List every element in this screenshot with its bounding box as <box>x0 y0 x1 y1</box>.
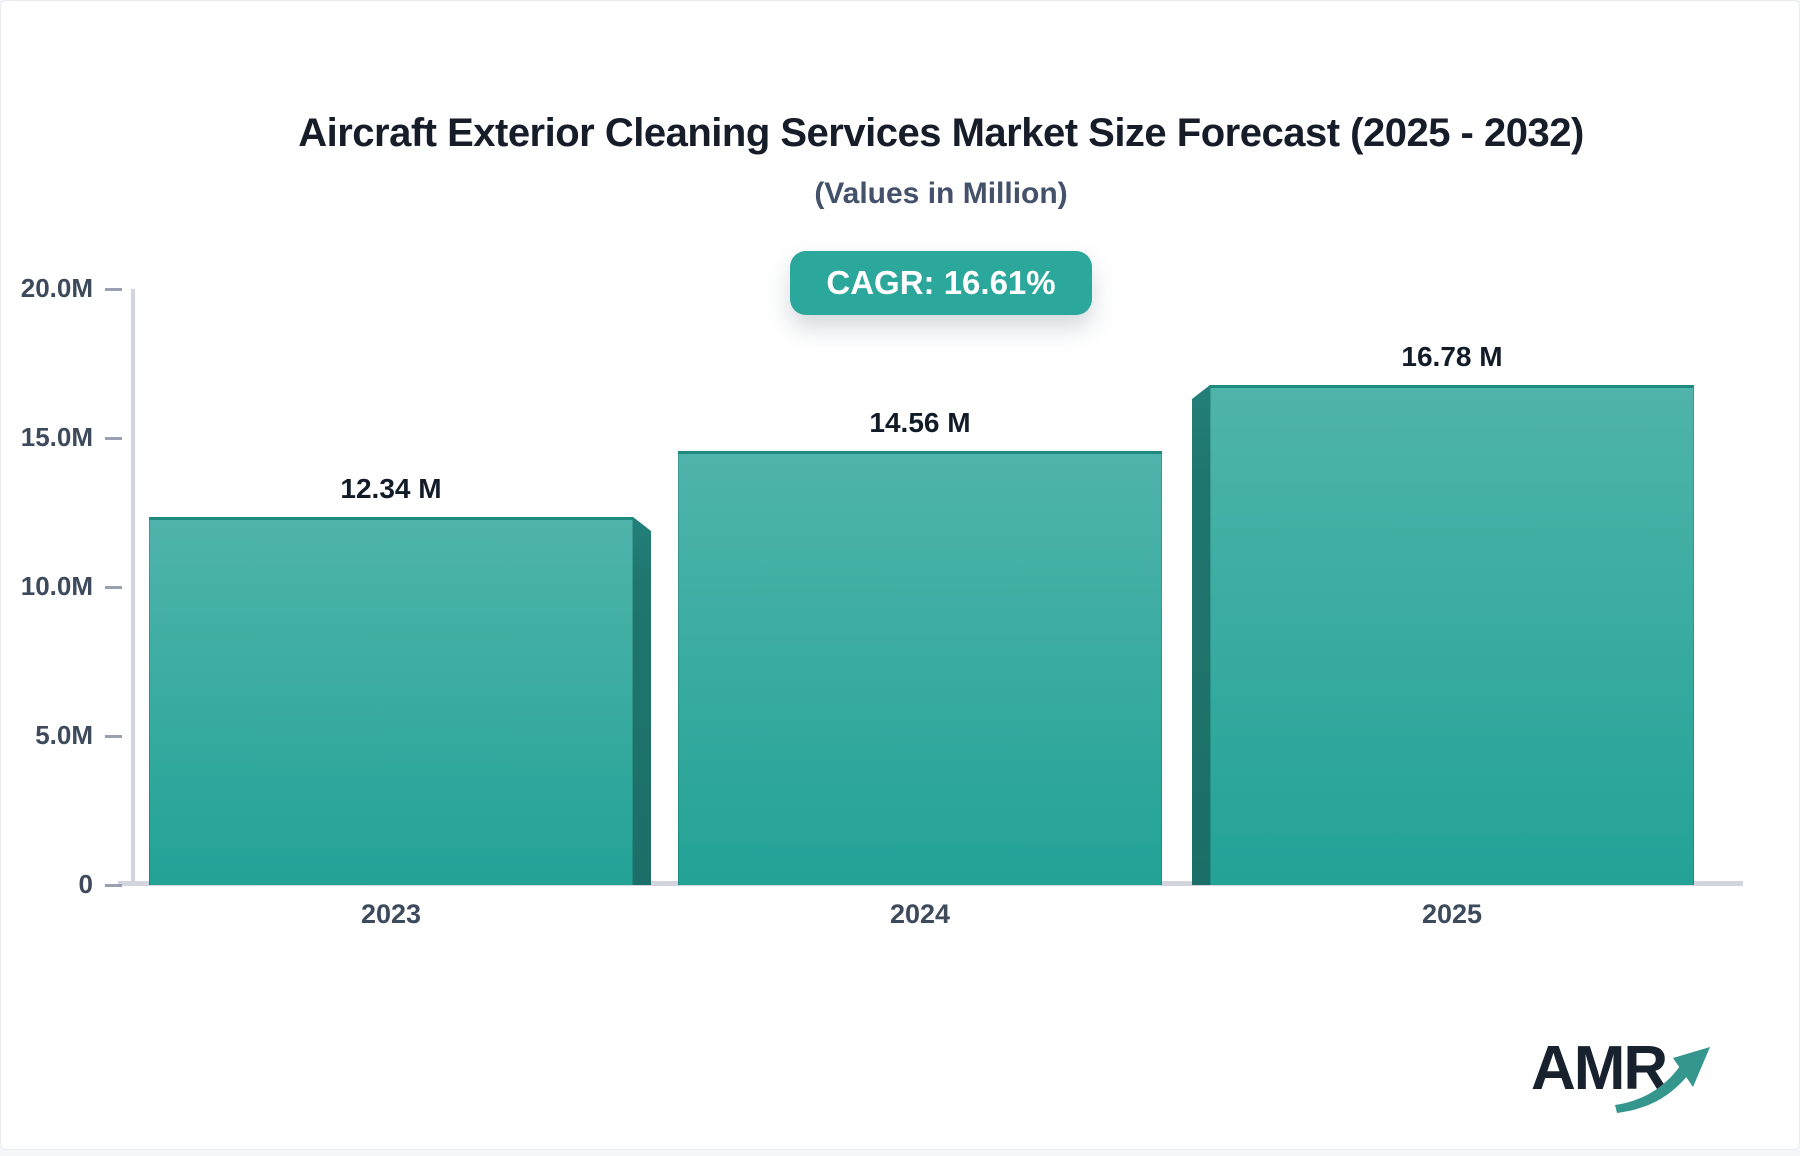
y-tick-mark <box>105 288 122 291</box>
amr-logo-text: AMR <box>1531 1034 1668 1103</box>
chart-title: Aircraft Exterior Cleaning Services Mark… <box>298 111 1584 155</box>
bar-2024 <box>678 451 1162 885</box>
x-axis-label-2023: 2023 <box>360 899 422 929</box>
bar-3d-side <box>1192 385 1210 885</box>
x-axis-label-2025: 2025 <box>1421 899 1483 929</box>
bar-value-label: 16.78 M <box>1401 341 1503 372</box>
y-tick-mark <box>105 437 122 440</box>
x-axis-label-2024: 2024 <box>889 899 951 929</box>
bar-value-label: 14.56 M <box>869 407 971 438</box>
y-tick-mark <box>105 586 122 589</box>
y-tick-mark <box>105 884 122 887</box>
y-tick-mark <box>105 735 122 738</box>
cagr-badge: CAGR: 16.61% <box>790 251 1092 315</box>
bar-value-label: 12.34 M <box>340 473 442 504</box>
growth-arrow-icon <box>1615 1047 1710 1113</box>
y-tick-label: 10.0M <box>20 571 93 601</box>
y-axis-line <box>131 289 135 885</box>
y-tick-label: 0 <box>78 869 93 899</box>
y-tick-label: 15.0M <box>20 422 93 452</box>
chart-subtitle: (Values in Million) <box>814 177 1068 210</box>
y-tick-label: 5.0M <box>35 720 93 750</box>
bar-2025 <box>1210 385 1694 885</box>
cagr-badge-row: CAGR: 16.61% <box>71 251 1799 315</box>
y-tick-label: 20.0M <box>20 273 93 303</box>
bar-2023 <box>149 517 633 885</box>
amr-logo: AMR <box>1521 1033 1761 1125</box>
bar-3d-side <box>633 517 651 885</box>
